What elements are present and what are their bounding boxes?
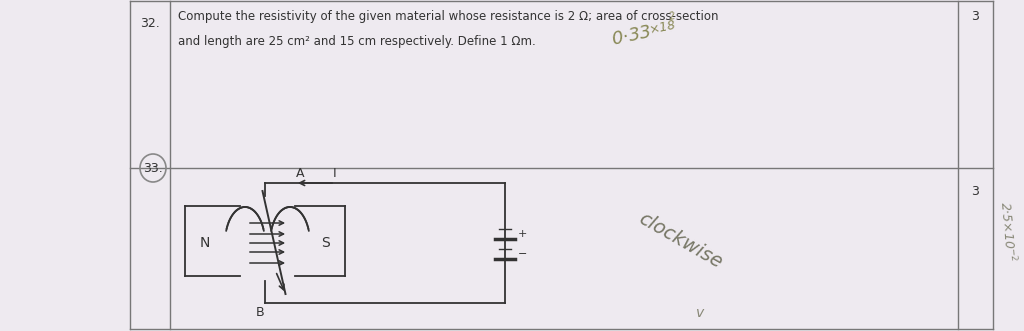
Text: N: N [200,236,210,250]
Text: 0$\cdot$33: 0$\cdot$33 [610,23,653,49]
Text: $\times$18: $\times$18 [648,19,678,37]
Text: +: + [518,229,527,239]
Text: 32.: 32. [140,17,160,29]
Text: 3: 3 [972,10,979,23]
Text: S: S [321,236,330,250]
Text: B: B [256,307,264,319]
Text: −: − [518,249,527,259]
Text: 33.: 33. [143,162,163,174]
Text: v: v [696,306,705,320]
Text: I: I [333,166,337,179]
Text: 3: 3 [972,184,979,198]
Text: 2$\cdot$5$\times$10$^{-2}$: 2$\cdot$5$\times$10$^{-2}$ [997,200,1019,262]
Text: 2: 2 [668,11,676,22]
Text: A: A [296,166,304,179]
Text: Compute the resistivity of the given material whose resistance is 2 Ω; area of c: Compute the resistivity of the given mat… [178,10,719,23]
Text: and length are 25 cm² and 15 cm respectively. Define 1 Ωm.: and length are 25 cm² and 15 cm respecti… [178,34,536,48]
Text: clockwise: clockwise [635,210,725,273]
